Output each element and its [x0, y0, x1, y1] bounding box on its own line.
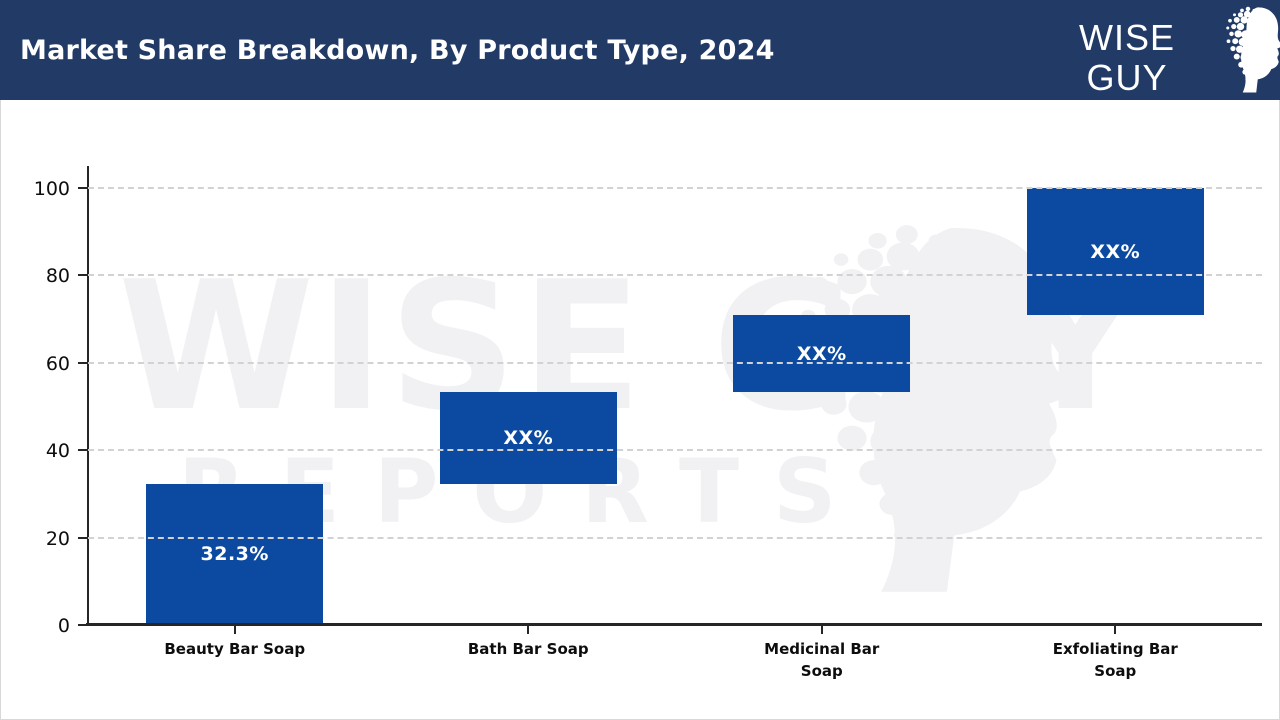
y-axis-line: [87, 166, 89, 625]
gridline: [88, 274, 1262, 277]
gridline: [88, 187, 1262, 189]
bar-segment: XX%: [439, 392, 617, 484]
x-category-label: Exfoliating Bar Soap: [1052, 640, 1178, 680]
gridline: [88, 536, 1262, 539]
x-axis-line: [86, 623, 1262, 626]
y-tick-label: 0: [57, 615, 70, 637]
x-tick-mark: [233, 625, 236, 634]
gridline: [88, 449, 1262, 452]
bar-segment: XX%: [733, 315, 911, 393]
bar-value-label: XX%: [796, 342, 847, 365]
plot-area: 0 20 40 60 80 100 32.3% Beauty Bar Soap XX% Bath …: [34, 166, 1262, 680]
bar-segment: 32.3%: [146, 483, 324, 625]
y-tick-label: 40: [45, 440, 70, 463]
y-tick-mark: [78, 536, 88, 539]
y-tick-mark: [78, 187, 88, 189]
brand-face-icon: [1226, 6, 1280, 93]
bar-value-label: XX%: [503, 426, 554, 449]
y-tick-label: 100: [33, 178, 70, 200]
bar-value-label: XX%: [1090, 240, 1141, 263]
x-category-label: Medicinal Bar Soap: [764, 640, 880, 680]
y-tick-mark: [78, 274, 88, 277]
x-tick-mark: [1114, 625, 1117, 634]
brand-name: WISE GUY: [1078, 17, 1175, 98]
brand-logo: WISE GUY R E P O R T S: [1038, 18, 1216, 100]
bar-value-label: 32.3%: [200, 543, 269, 566]
x-category-label: Bath Bar Soap: [467, 640, 589, 658]
header: Market Share Breakdown, By Product Type,…: [0, 0, 1280, 100]
y-tick-label: 60: [45, 352, 70, 375]
y-tick-mark: [78, 449, 88, 452]
y-tick-label: 80: [45, 265, 70, 288]
y-tick-mark: [78, 624, 88, 626]
x-category-label: Beauty Bar Soap: [164, 640, 306, 658]
bar-segment: XX%: [1026, 188, 1204, 316]
gridline: [88, 361, 1262, 364]
y-tick-label: 20: [45, 527, 70, 550]
x-tick-mark: [820, 625, 823, 634]
x-tick-mark: [527, 625, 530, 634]
y-tick-mark: [78, 361, 88, 364]
brand-subname: R E P O R T S: [1038, 99, 1216, 100]
page-title: Market Share Breakdown, By Product Type,…: [20, 34, 775, 66]
